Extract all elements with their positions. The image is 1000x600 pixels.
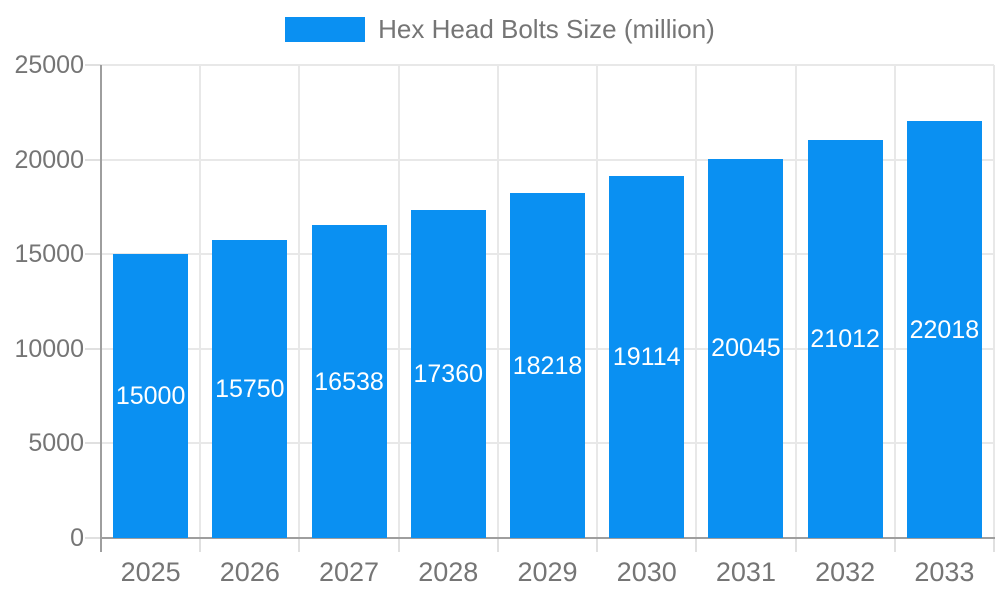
bar-value-label: 15750 (215, 375, 285, 403)
legend-label: Hex Head Bolts Size (million) (378, 14, 715, 44)
legend-swatch-icon (285, 17, 366, 42)
y-axis-tick (85, 537, 101, 539)
bar-2030[interactable] (609, 176, 685, 538)
gridline-vertical (695, 65, 698, 538)
x-axis-tick (794, 538, 797, 552)
legend[interactable]: Hex Head Bolts Size (million) (0, 14, 1000, 45)
bar-2031[interactable] (708, 158, 784, 538)
bar-2032[interactable] (807, 140, 883, 538)
bar-value-label: 20045 (711, 334, 781, 363)
y-axis-label: 15000 (14, 240, 84, 269)
bar-value-label: 19114 (612, 343, 681, 372)
y-axis-label: 5000 (28, 429, 84, 458)
gridline-vertical (794, 65, 797, 538)
y-axis-label: 0 (70, 524, 84, 552)
x-axis-tick (199, 538, 202, 552)
bar-value-label: 17360 (413, 359, 484, 388)
bar-2026[interactable] (212, 240, 288, 538)
x-axis-tick (100, 538, 102, 552)
y-axis-label: 25000 (14, 51, 84, 79)
x-axis-label: 2031 (715, 557, 776, 587)
x-axis-tick (893, 538, 896, 552)
x-axis-label: 2025 (120, 557, 181, 587)
x-axis-label: 2028 (418, 557, 479, 587)
y-axis-label: 10000 (14, 334, 84, 363)
y-axis-label: 20000 (14, 145, 84, 174)
y-axis-tick (85, 158, 101, 161)
x-axis-label: 2027 (319, 557, 380, 587)
gridline-vertical (397, 65, 400, 538)
bar-2027[interactable] (311, 225, 387, 538)
bar-value-label: 16538 (314, 367, 384, 396)
x-axis-tick (496, 538, 499, 552)
gridline-horizontal (101, 158, 994, 161)
bar-value-label: 15000 (115, 382, 186, 411)
x-axis-label: 2026 (219, 557, 280, 587)
gridline-vertical (496, 65, 499, 538)
gridline-vertical (298, 65, 301, 538)
bar-2029[interactable] (510, 193, 585, 538)
gridline-vertical (893, 65, 896, 538)
x-axis-tick (993, 538, 995, 552)
bar-2033[interactable] (906, 121, 982, 538)
gridline-vertical (993, 65, 995, 538)
x-axis-tick (397, 538, 400, 552)
y-axis-line (100, 65, 102, 538)
bar-2028[interactable] (410, 209, 486, 538)
x-axis-label: 2032 (815, 557, 876, 587)
y-axis-tick (85, 442, 101, 445)
bar-2025[interactable] (113, 254, 189, 538)
x-axis-label: 2029 (517, 557, 578, 587)
bar-value-label: 22018 (909, 315, 980, 344)
y-axis-tick (85, 253, 101, 256)
gridline-vertical (596, 65, 599, 538)
gridline-vertical (199, 65, 202, 538)
x-axis-tick (596, 538, 599, 552)
x-axis-label: 2033 (914, 557, 975, 587)
x-axis-line (100, 537, 995, 539)
x-axis-tick (695, 538, 698, 552)
bar-value-label: 18218 (512, 351, 583, 380)
y-axis-tick (85, 64, 101, 66)
x-axis-label: 2030 (616, 557, 677, 587)
bar-value-label: 21012 (810, 325, 880, 354)
gridline-horizontal (101, 64, 994, 66)
y-axis-tick (85, 347, 101, 350)
x-axis-tick (298, 538, 301, 552)
